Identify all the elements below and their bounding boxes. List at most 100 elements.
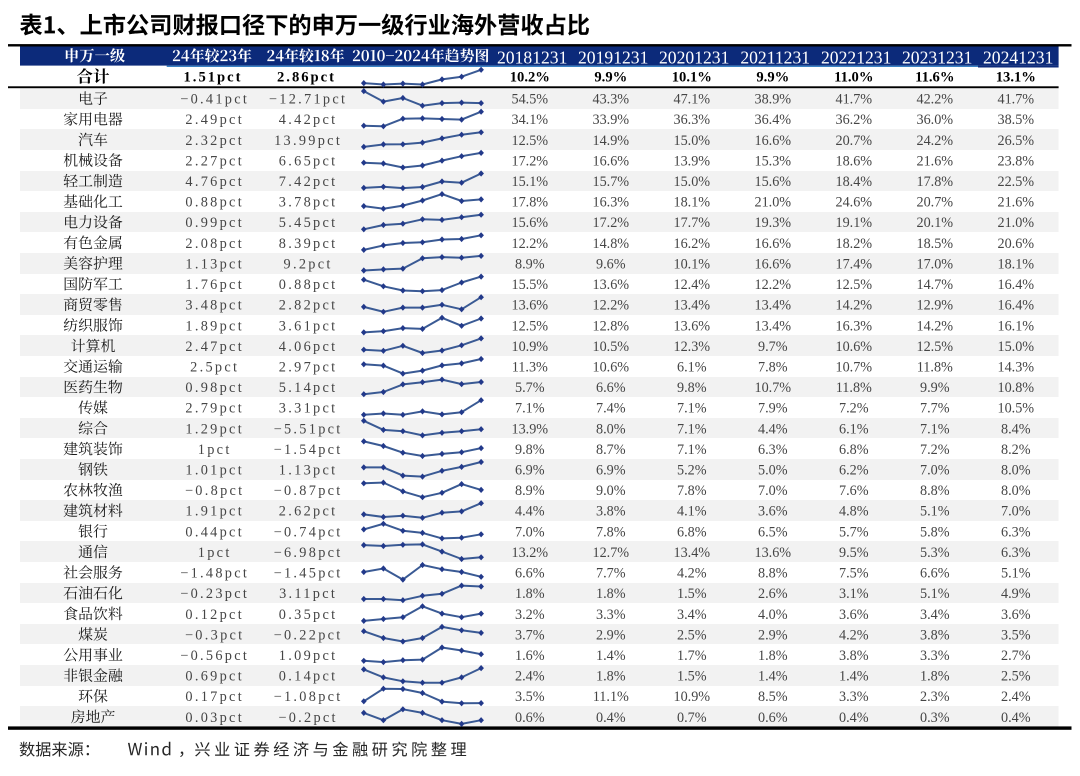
svg-text:1pct: 1pct [198, 545, 232, 561]
svg-text:14.8%: 14.8% [592, 236, 629, 252]
svg-text:8.8%: 8.8% [758, 566, 788, 582]
svg-text:0.14pct: 0.14pct [279, 669, 338, 685]
svg-text:17.4%: 17.4% [835, 256, 872, 272]
svg-text:−12.71pct: −12.71pct [269, 92, 347, 108]
svg-text:6.1%: 6.1% [839, 421, 869, 437]
svg-text:12.2%: 12.2% [511, 236, 548, 252]
svg-text:2.97pct: 2.97pct [279, 360, 338, 376]
svg-text:15.6%: 15.6% [511, 215, 548, 231]
svg-text:13.9%: 13.9% [673, 153, 710, 169]
svg-text:3.5%: 3.5% [515, 689, 545, 705]
svg-text:2.9%: 2.9% [596, 627, 626, 643]
svg-text:1.8%: 1.8% [596, 586, 626, 602]
svg-text:18.4%: 18.4% [835, 174, 872, 190]
svg-text:1.4%: 1.4% [758, 669, 788, 685]
svg-text:13.9%: 13.9% [511, 421, 548, 437]
svg-text:5.1%: 5.1% [1001, 566, 1031, 582]
svg-text:7.4%: 7.4% [596, 401, 626, 417]
svg-text:2.3%: 2.3% [920, 689, 950, 705]
svg-text:0.44pct: 0.44pct [185, 524, 244, 540]
svg-text:36.4%: 36.4% [754, 112, 791, 128]
svg-text:8.8%: 8.8% [920, 483, 950, 499]
svg-text:2.62pct: 2.62pct [279, 504, 338, 520]
svg-text:7.0%: 7.0% [758, 483, 788, 499]
svg-text:8.9%: 8.9% [515, 483, 545, 499]
svg-text:7.2%: 7.2% [839, 401, 869, 417]
svg-text:17.8%: 17.8% [916, 174, 953, 190]
svg-text:9.7%: 9.7% [758, 339, 788, 355]
svg-text:5.8%: 5.8% [920, 524, 950, 540]
svg-text:1.4%: 1.4% [596, 648, 626, 664]
svg-text:14.7%: 14.7% [916, 277, 953, 293]
svg-text:33.9%: 33.9% [592, 112, 629, 128]
svg-text:0.4%: 0.4% [839, 710, 869, 726]
svg-text:10.6%: 10.6% [592, 360, 629, 376]
svg-text:11.6%: 11.6% [915, 69, 954, 85]
svg-text:2.86pct: 2.86pct [277, 69, 336, 85]
svg-text:9.9%: 9.9% [756, 69, 789, 85]
svg-text:11.0%: 11.0% [834, 69, 873, 85]
svg-text:6.5%: 6.5% [758, 524, 788, 540]
svg-text:21.0%: 21.0% [754, 195, 791, 211]
svg-text:10.9%: 10.9% [673, 689, 710, 705]
svg-text:22.5%: 22.5% [997, 174, 1034, 190]
svg-text:13.2%: 13.2% [511, 545, 548, 561]
svg-text:12.2%: 12.2% [754, 277, 791, 293]
svg-text:21.0%: 21.0% [997, 215, 1034, 231]
svg-text:41.7%: 41.7% [997, 92, 1034, 108]
svg-text:1.91pct: 1.91pct [185, 504, 244, 520]
svg-text:15.5%: 15.5% [511, 277, 548, 293]
svg-text:21.6%: 21.6% [997, 195, 1034, 211]
svg-text:6.1%: 6.1% [677, 360, 707, 376]
svg-text:10.5%: 10.5% [997, 401, 1034, 417]
svg-text:2.08pct: 2.08pct [185, 236, 244, 252]
svg-text:3.3%: 3.3% [839, 689, 869, 705]
svg-text:54.5%: 54.5% [511, 92, 548, 108]
svg-text:−5.51pct: −5.51pct [274, 421, 343, 437]
svg-text:3.2%: 3.2% [515, 607, 545, 623]
svg-text:16.6%: 16.6% [592, 153, 629, 169]
svg-text:−0.2pct: −0.2pct [278, 710, 338, 726]
svg-text:16.4%: 16.4% [997, 277, 1034, 293]
svg-text:1pct: 1pct [198, 442, 232, 458]
svg-text:1.01pct: 1.01pct [185, 463, 244, 479]
svg-text:9.8%: 9.8% [677, 380, 707, 396]
svg-text:13.1%: 13.1% [996, 69, 1036, 85]
svg-text:2.82pct: 2.82pct [279, 298, 338, 314]
svg-text:4.4%: 4.4% [515, 504, 545, 520]
svg-text:2.4%: 2.4% [515, 669, 545, 685]
svg-text:8.0%: 8.0% [596, 421, 626, 437]
svg-text:3.48pct: 3.48pct [185, 298, 244, 314]
svg-text:6.65pct: 6.65pct [279, 153, 338, 169]
svg-text:16.6%: 16.6% [754, 236, 791, 252]
svg-text:12.5%: 12.5% [916, 339, 953, 355]
svg-text:9.5%: 9.5% [839, 545, 869, 561]
svg-text:1.5%: 1.5% [677, 586, 707, 602]
svg-text:2.5pct: 2.5pct [190, 360, 239, 376]
svg-text:5.7%: 5.7% [515, 380, 545, 396]
svg-text:−1.08pct: −1.08pct [274, 689, 343, 705]
svg-text:7.1%: 7.1% [677, 421, 707, 437]
svg-text:14.2%: 14.2% [835, 298, 872, 314]
svg-text:13.6%: 13.6% [511, 298, 548, 314]
svg-text:13.4%: 13.4% [673, 545, 710, 561]
svg-text:24.2%: 24.2% [916, 133, 953, 149]
svg-text:15.7%: 15.7% [592, 174, 629, 190]
svg-text:6.6%: 6.6% [596, 380, 626, 396]
svg-text:12.9%: 12.9% [916, 298, 953, 314]
svg-text:2.49pct: 2.49pct [185, 112, 244, 128]
svg-text:0.6%: 0.6% [515, 710, 545, 726]
svg-text:20241231: 20241231 [983, 47, 1053, 67]
svg-text:8.5%: 8.5% [758, 689, 788, 705]
svg-text:6.9%: 6.9% [596, 463, 626, 479]
svg-text:7.1%: 7.1% [677, 442, 707, 458]
svg-text:23.8%: 23.8% [997, 153, 1034, 169]
svg-text:10.8%: 10.8% [997, 380, 1034, 396]
svg-text:10.1%: 10.1% [672, 69, 712, 85]
svg-text:20.7%: 20.7% [916, 195, 953, 211]
svg-text:5.3%: 5.3% [920, 545, 950, 561]
svg-text:2.5%: 2.5% [1001, 669, 1031, 685]
svg-text:10.7%: 10.7% [754, 380, 791, 396]
svg-text:2.5%: 2.5% [677, 627, 707, 643]
svg-text:3.8%: 3.8% [839, 648, 869, 664]
